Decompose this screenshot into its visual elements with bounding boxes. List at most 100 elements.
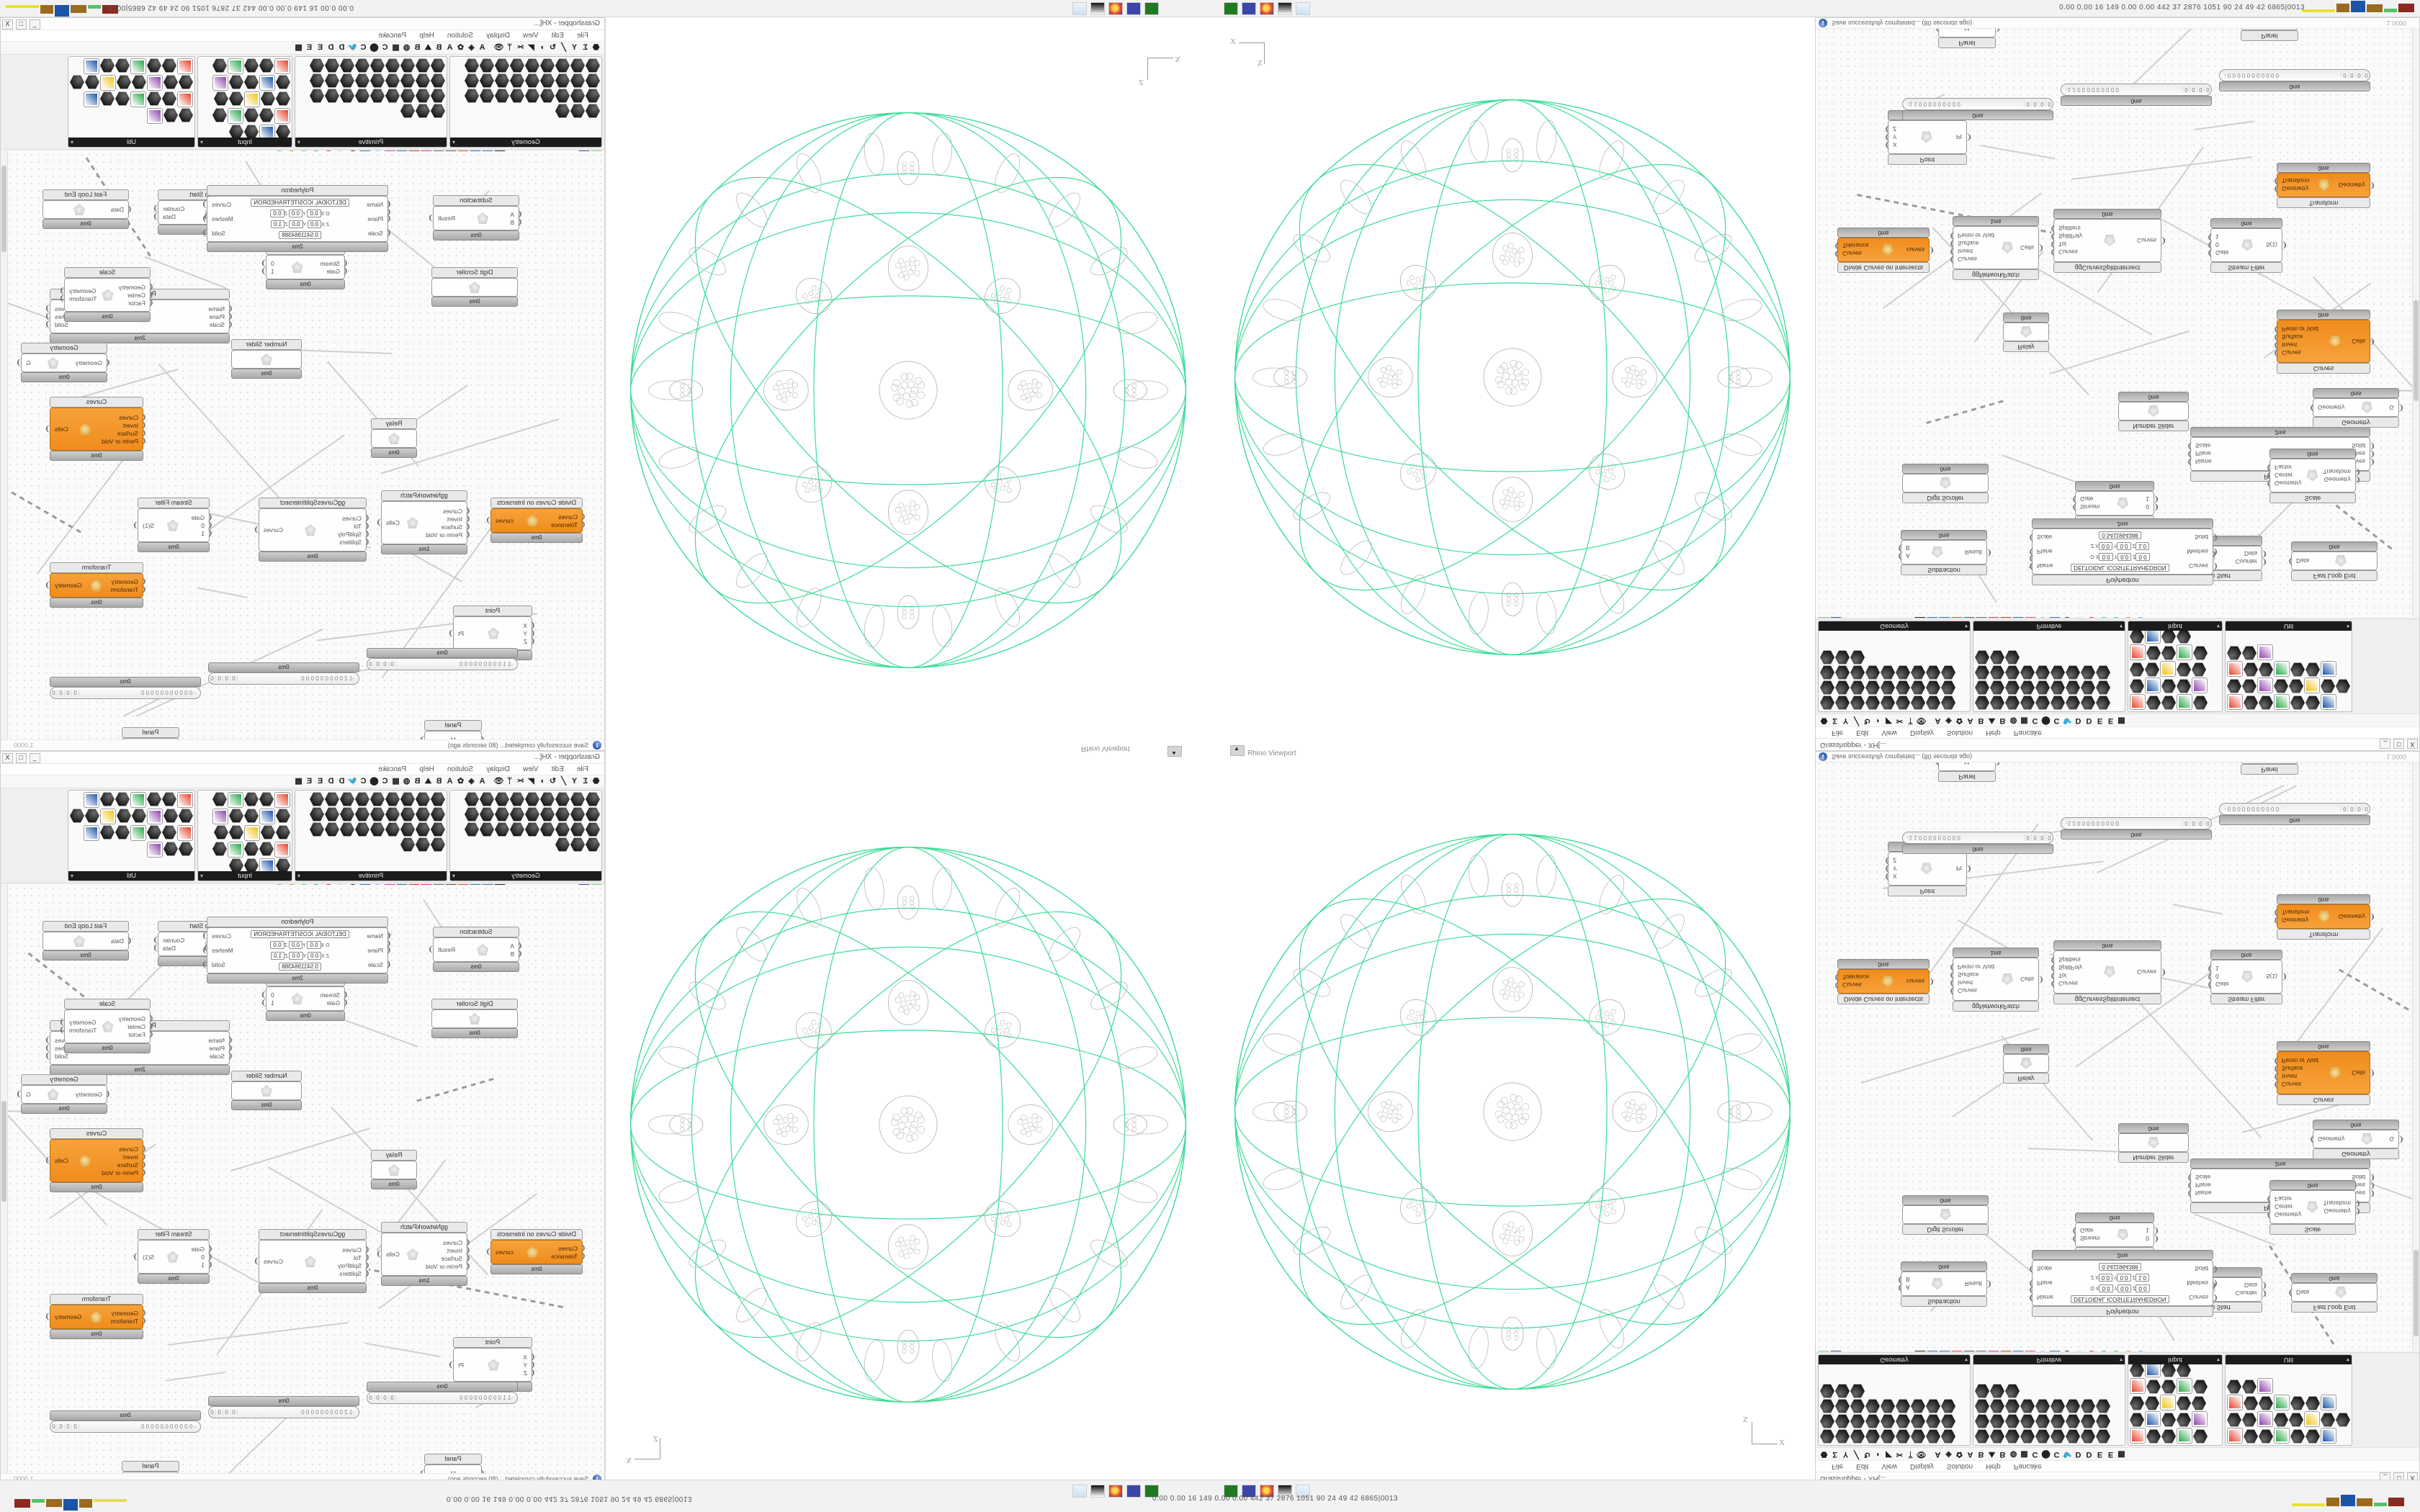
component-icon[interactable] [2130, 1364, 2144, 1377]
scale-value[interactable]: 0.5411964388 [2099, 1263, 2141, 1272]
component-outputs[interactable]: curves❩ [1906, 977, 1935, 986]
component-icon[interactable] [276, 91, 290, 106]
component-icon[interactable] [480, 89, 494, 103]
component-icon[interactable] [100, 91, 115, 106]
input-param[interactable]: ❨Gate [2071, 495, 2094, 504]
component-icon[interactable] [2227, 1395, 2243, 1410]
component-icon[interactable] [2321, 1413, 2335, 1427]
component-icon[interactable] [2066, 665, 2080, 680]
palette-header[interactable]: Primitive▾ [1973, 621, 2125, 631]
component-icon[interactable] [2227, 679, 2241, 693]
component-icon[interactable] [325, 807, 339, 822]
component-icon[interactable] [1926, 1429, 1940, 1444]
component-icon[interactable] [325, 792, 339, 806]
component-outputs[interactable]: Geometry❩Transform❩ [59, 1018, 97, 1035]
component-outputs[interactable]: Counter❩Data❩ [2236, 550, 2267, 567]
gh-component[interactable]: Curves❨Curves❨Invert❨Surface❨Perim or Vo… [44, 1128, 147, 1192]
chevron-down-icon[interactable]: ▾ [71, 139, 74, 145]
component-body[interactable] [431, 1009, 518, 1028]
menu-solution[interactable]: Solution [447, 765, 474, 773]
component-icon[interactable] [274, 792, 290, 808]
polyhedron-name-value[interactable]: DELTOIDAL ICOSITETRAHEDRON [2071, 1295, 2169, 1303]
component-icon[interactable] [2161, 1364, 2176, 1377]
component-icon[interactable] [100, 809, 116, 824]
input-pin-icon[interactable]: ❨ [2266, 1210, 2273, 1220]
component-body[interactable] [371, 1161, 417, 1179]
component-icon[interactable] [163, 842, 178, 856]
component-icon[interactable] [244, 58, 259, 73]
ribbon-tab-18[interactable]: ▦ [392, 777, 400, 786]
component-icon[interactable] [400, 792, 415, 806]
component-icon[interactable] [2304, 1411, 2320, 1427]
input-param[interactable]: ❨B [1897, 544, 1910, 553]
component-icon[interactable] [177, 825, 193, 841]
input-pin-icon[interactable]: ❨ [2071, 1234, 2079, 1243]
component-outputs[interactable]: Pt❩ [1956, 133, 1972, 142]
menu-display[interactable]: Display [1910, 1462, 1934, 1470]
component-outputs[interactable]: G❩ [16, 359, 31, 367]
plane-origin-row[interactable]: O X0.0 Y0.0 Z0.0 [270, 210, 330, 218]
component-palettes[interactable]: Geometry▾Primitive▾Input▾Util▾ [1, 55, 604, 150]
component-icon[interactable] [340, 89, 354, 103]
component-icon[interactable] [465, 792, 479, 806]
output-pin-icon[interactable]: ❩ [44, 1051, 51, 1061]
input-param[interactable]: ❨A [1897, 552, 1910, 561]
component-inputs[interactable]: ❨Curves❨Tolerance [1834, 242, 1869, 258]
rhino-viewport-left[interactable]: X Z Z X Rhino Viewport [605, 17, 1211, 1485]
component-outputs[interactable]: Pt❩ [448, 629, 464, 638]
component-icon[interactable] [416, 104, 430, 118]
palette-header[interactable]: Util▾ [68, 871, 194, 881]
input-pin-icon[interactable]: ❨ [1834, 981, 1841, 990]
output-param[interactable]: Pt❩ [447, 1360, 465, 1369]
component-body[interactable]: ❨Data [42, 932, 133, 950]
component-icon[interactable] [2242, 1413, 2257, 1427]
input-pin-icon[interactable]: ❨ [2273, 908, 2280, 917]
ribbon-tab-11[interactable]: ◈ [468, 43, 475, 52]
component-icon[interactable] [1926, 680, 1940, 695]
out-solid[interactable]: Solid❩ [2195, 533, 2219, 542]
component-icon[interactable] [1896, 1399, 1910, 1413]
gh-component[interactable]: Curves❨Curves❨Invert❨Surface❨Perim or Vo… [2273, 310, 2375, 374]
component-icon[interactable] [259, 58, 274, 73]
output-param[interactable]: Cells❩ [375, 518, 400, 527]
component-icon[interactable] [2096, 1414, 2110, 1428]
out-solid[interactable]: Solid❩ [201, 960, 225, 969]
component-icon[interactable] [70, 75, 84, 89]
output-param[interactable]: S(1)❩ [2265, 972, 2288, 981]
component-icon[interactable] [2227, 1380, 2241, 1394]
component-icon[interactable] [229, 125, 243, 138]
output-pin-icon[interactable]: ❩ [44, 1035, 51, 1045]
component-icon[interactable] [1941, 1399, 1955, 1413]
ribbon-tab-20[interactable]: ⬤ [2041, 1450, 2051, 1459]
input-pin-icon[interactable]: ❨ [1884, 872, 1891, 881]
component-icon[interactable] [555, 89, 570, 103]
component-icon[interactable] [2066, 680, 2080, 695]
component-outputs[interactable]: G❩ [16, 1090, 31, 1099]
input-param[interactable]: ❨Geometry [2309, 403, 2345, 412]
component-inputs[interactable]: ❨Curves❨Tolerance [1834, 973, 1869, 990]
input-pin-icon[interactable]: ❨ [2207, 972, 2214, 981]
component-icon[interactable] [2177, 1413, 2191, 1427]
ribbon-tab-25[interactable]: E [2097, 716, 2103, 725]
input-pin-icon[interactable]: ❨ [104, 1090, 111, 1099]
component-icon[interactable] [1975, 650, 1989, 665]
component-icon[interactable] [2305, 696, 2320, 710]
input-pin-icon[interactable]: ❨ [341, 990, 349, 999]
input-pin-icon[interactable]: ❨ [529, 629, 536, 638]
output-param[interactable]: Cells❩ [44, 1156, 68, 1165]
component-icon[interactable] [525, 807, 539, 822]
component-body[interactable] [1902, 474, 1989, 492]
component-icon[interactable] [1926, 1414, 1940, 1428]
component-inputs[interactable]: ❨Data [2287, 557, 2309, 565]
menu-file[interactable]: File [1832, 729, 1844, 737]
component-inputs[interactable]: ❨Curves❨Tolerance [551, 1244, 586, 1261]
input-param[interactable]: ❨Invert [122, 1152, 147, 1161]
component-palettes[interactable]: Geometry▾Primitive▾Input▾Util▾ [1816, 618, 2419, 714]
chevron-down-icon[interactable]: ▾ [452, 139, 456, 145]
